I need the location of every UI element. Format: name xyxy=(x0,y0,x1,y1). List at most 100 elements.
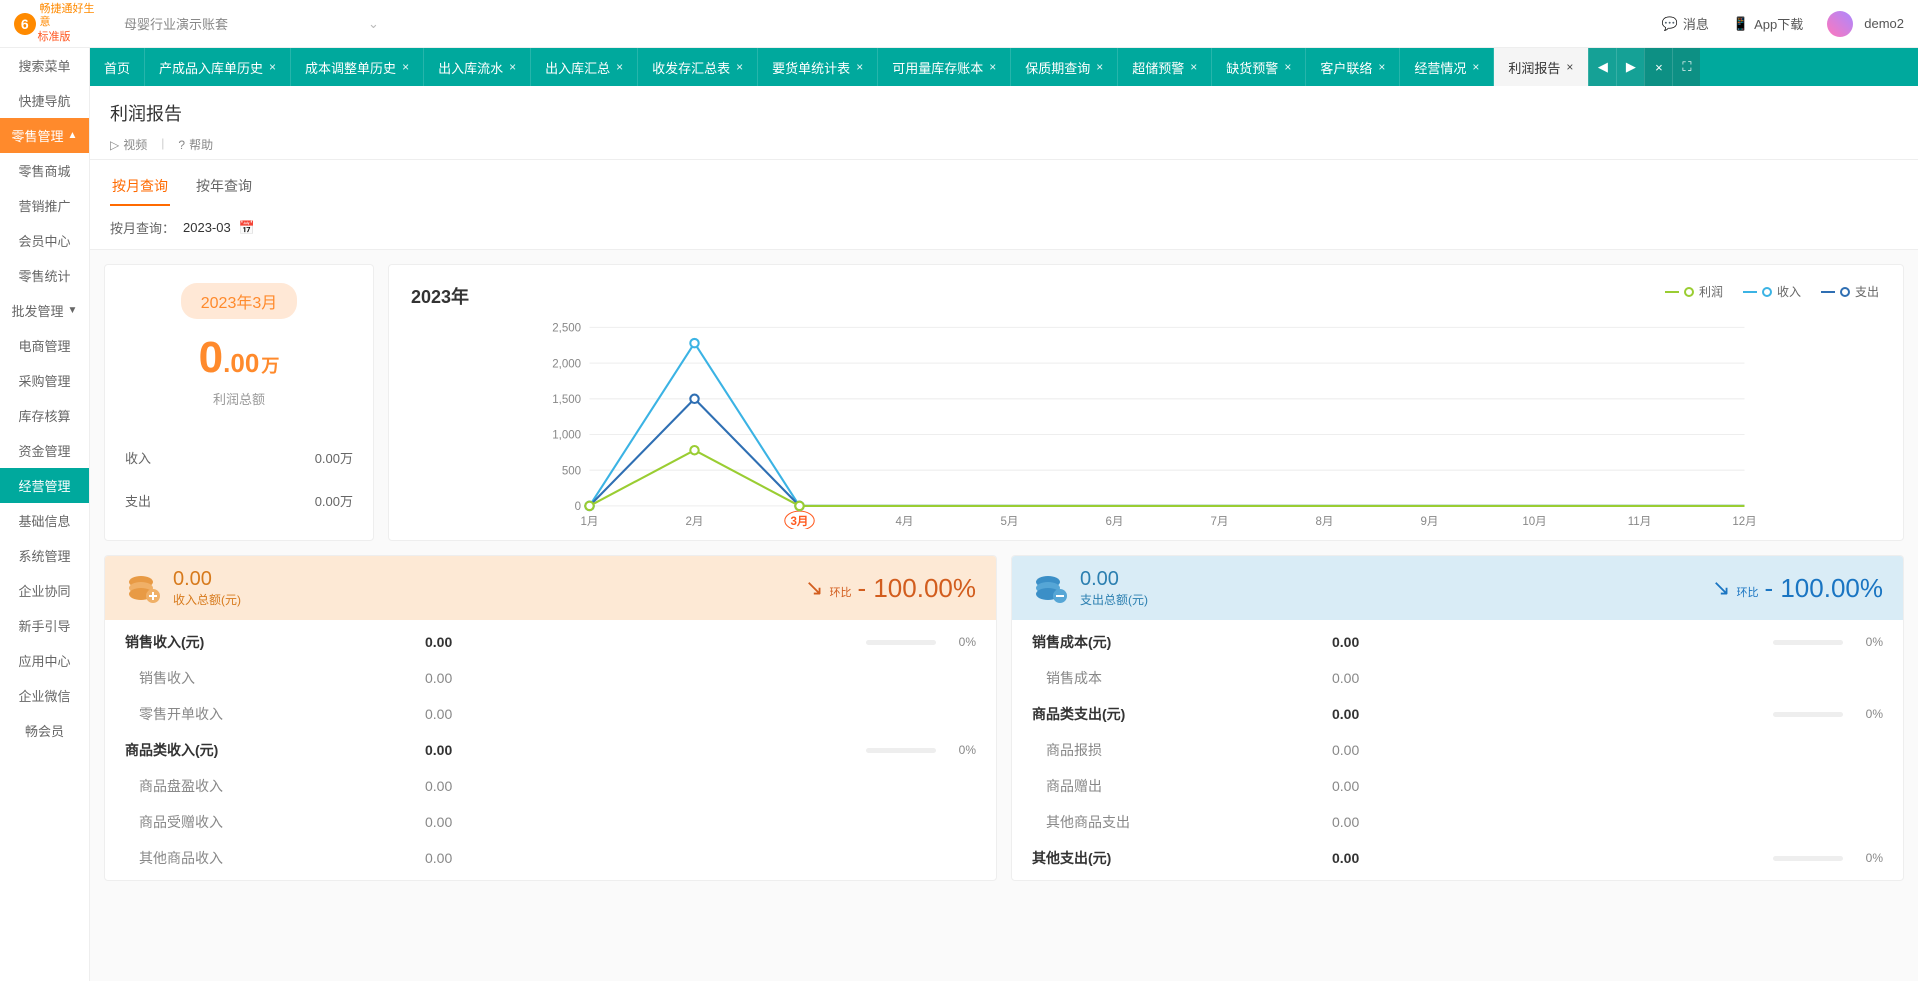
sidebar-system[interactable]: 系统管理 xyxy=(0,538,89,573)
tab-item[interactable]: 收发存汇总表 × xyxy=(638,48,758,86)
summary-expense-row: 支出 0.00万 xyxy=(125,479,353,522)
row-name: 销售收入 xyxy=(125,668,425,688)
sidebar-collab[interactable]: 企业协同 xyxy=(0,573,89,608)
panel-row: 商品赠出0.00 xyxy=(1032,768,1883,804)
row-name: 零售开单收入 xyxy=(125,704,425,724)
close-icon[interactable]: × xyxy=(1472,60,1479,74)
svg-text:7月: 7月 xyxy=(1211,516,1229,528)
sidebar-vip[interactable]: 畅会员 xyxy=(0,713,89,748)
tab-item[interactable]: 出入库汇总 × xyxy=(531,48,638,86)
legend-item[interactable]: 支出 xyxy=(1821,283,1879,300)
tab-item[interactable]: 保质期查询 × xyxy=(1011,48,1118,86)
tab-item[interactable]: 利润报告 × xyxy=(1494,48,1588,86)
close-icon[interactable]: × xyxy=(856,60,863,74)
legend-marker-icon xyxy=(1840,287,1850,297)
page-header: 利润报告 ▷ 视频 | ? 帮助 xyxy=(90,86,1918,159)
income-amount: 0.00 xyxy=(173,568,241,591)
sidebar-guide[interactable]: 新手引导 xyxy=(0,608,89,643)
sidebar-purchase[interactable]: 采购管理 xyxy=(0,363,89,398)
tab-home[interactable]: 首页 xyxy=(90,48,145,86)
panel-row: 商品类支出(元)0.000% xyxy=(1032,696,1883,732)
tab-item[interactable]: 可用量库存账本× xyxy=(878,48,1011,86)
sidebar-members[interactable]: 会员中心 xyxy=(0,223,89,258)
sidebar-basicinfo[interactable]: 基础信息 xyxy=(0,503,89,538)
legend-line xyxy=(1743,291,1757,293)
close-icon[interactable]: × xyxy=(1566,60,1573,74)
calendar-icon[interactable]: 📅 xyxy=(239,220,255,236)
sidebar-wechat[interactable]: 企业微信 xyxy=(0,678,89,713)
close-icon[interactable]: × xyxy=(1096,60,1103,74)
tab-query-year[interactable]: 按年查询 xyxy=(194,168,254,206)
coins-minus-icon xyxy=(1032,570,1068,606)
svg-text:1,500: 1,500 xyxy=(552,394,581,406)
close-icon[interactable]: × xyxy=(989,60,996,74)
tab-item[interactable]: 经营情况× xyxy=(1400,48,1494,86)
svg-text:2,500: 2,500 xyxy=(552,323,581,335)
legend-marker-icon xyxy=(1684,287,1694,297)
tab-item[interactable]: 成本调整单历史× xyxy=(291,48,424,86)
content: 利润报告 ▷ 视频 | ? 帮助 按月查询 xyxy=(90,86,1918,981)
line-chart: 05001,0001,5002,0002,5001月2月3月4月5月6月7月8月… xyxy=(411,319,1881,529)
row-value: 0.00 xyxy=(425,742,625,758)
date-picker[interactable]: 2023-03 xyxy=(183,220,231,235)
page-title: 利润报告 xyxy=(110,100,1898,126)
tab-item[interactable]: 缺货预警× xyxy=(1212,48,1306,86)
panel-row: 销售成本0.00 xyxy=(1032,660,1883,696)
sidebar-quicknav[interactable]: 快捷导航 xyxy=(0,83,89,118)
tab-label: 利润报告 xyxy=(1508,58,1560,77)
row-name: 其他商品收入 xyxy=(125,848,425,868)
tab-label: 出入库汇总 xyxy=(545,58,610,77)
account-select[interactable]: 母婴行业演示账套 ⌄ xyxy=(124,14,379,33)
tabs-fullscreen[interactable]: ⛶ xyxy=(1672,48,1700,86)
sidebar-search[interactable]: 搜索菜单 xyxy=(0,48,89,83)
sidebar-retail-stats[interactable]: 零售统计 xyxy=(0,258,89,293)
sidebar-wholesale[interactable]: 批发管理▼ xyxy=(0,293,89,328)
summary-card: 2023年3月 0.00万 利润总额 收入 0.00万 支出 xyxy=(104,264,374,541)
tab-item[interactable]: 要货单统计表× xyxy=(758,48,878,86)
tab-item[interactable]: 产成品入库单历史× xyxy=(145,48,291,86)
sidebar-ecommerce[interactable]: 电商管理 xyxy=(0,328,89,363)
panel-row: 零售开单收入0.00 xyxy=(125,696,976,732)
help-link[interactable]: ? 帮助 xyxy=(178,136,213,153)
user-menu[interactable]: demo2 xyxy=(1827,11,1904,37)
legend-item[interactable]: 利润 xyxy=(1665,283,1723,300)
legend-item[interactable]: 收入 xyxy=(1743,283,1801,300)
tab-query-month[interactable]: 按月查询 xyxy=(110,168,170,206)
row-value: 0.00 xyxy=(425,778,625,794)
messages-button[interactable]: 💬 消息 xyxy=(1662,14,1709,33)
sidebar-retail-mall[interactable]: 零售商城 xyxy=(0,153,89,188)
tab-item[interactable]: 超储预警× xyxy=(1118,48,1212,86)
legend-label: 收入 xyxy=(1777,283,1801,300)
close-icon[interactable]: × xyxy=(402,60,409,74)
close-icon[interactable]: × xyxy=(1190,60,1197,74)
close-icon[interactable]: × xyxy=(509,60,516,74)
row-name: 销售收入(元) xyxy=(125,632,425,652)
app-download-button[interactable]: 📱 App下载 xyxy=(1733,14,1803,33)
sidebar-funds[interactable]: 资金管理 xyxy=(0,433,89,468)
tab-item[interactable]: 客户联络× xyxy=(1306,48,1400,86)
expense-label: 支出总额(元) xyxy=(1080,591,1148,608)
row-name: 其他商品支出 xyxy=(1032,812,1332,832)
tabs-prev[interactable]: ◀ xyxy=(1588,48,1616,86)
sidebar-retail[interactable]: 零售管理▲ xyxy=(0,118,89,153)
sidebar-inventory[interactable]: 库存核算 xyxy=(0,398,89,433)
sidebar: 搜索菜单快捷导航零售管理▲零售商城营销推广会员中心零售统计批发管理▼电商管理采购… xyxy=(0,48,90,981)
tab-item[interactable]: 出入库流水× xyxy=(424,48,531,86)
tab-label: 收发存汇总表 xyxy=(652,58,730,77)
tab-label: 保质期查询 xyxy=(1025,58,1090,77)
sidebar-operations[interactable]: 经营管理 xyxy=(0,468,89,503)
close-icon[interactable]: × xyxy=(736,60,743,74)
video-link[interactable]: ▷ 视频 xyxy=(110,136,147,153)
row-name: 其他支出(元) xyxy=(1032,848,1332,868)
close-icon[interactable]: × xyxy=(1284,60,1291,74)
month-badge: 2023年3月 xyxy=(181,283,298,319)
close-icon[interactable]: × xyxy=(269,60,276,74)
close-icon[interactable]: × xyxy=(616,60,623,74)
row-value: 0.00 xyxy=(1332,742,1532,758)
tabs-close-all[interactable]: × xyxy=(1644,48,1672,86)
sidebar-appcenter[interactable]: 应用中心 xyxy=(0,643,89,678)
sidebar-marketing[interactable]: 营销推广 xyxy=(0,188,89,223)
tabs-next[interactable]: ▶ xyxy=(1616,48,1644,86)
legend-marker-icon xyxy=(1762,287,1772,297)
close-icon[interactable]: × xyxy=(1378,60,1385,74)
